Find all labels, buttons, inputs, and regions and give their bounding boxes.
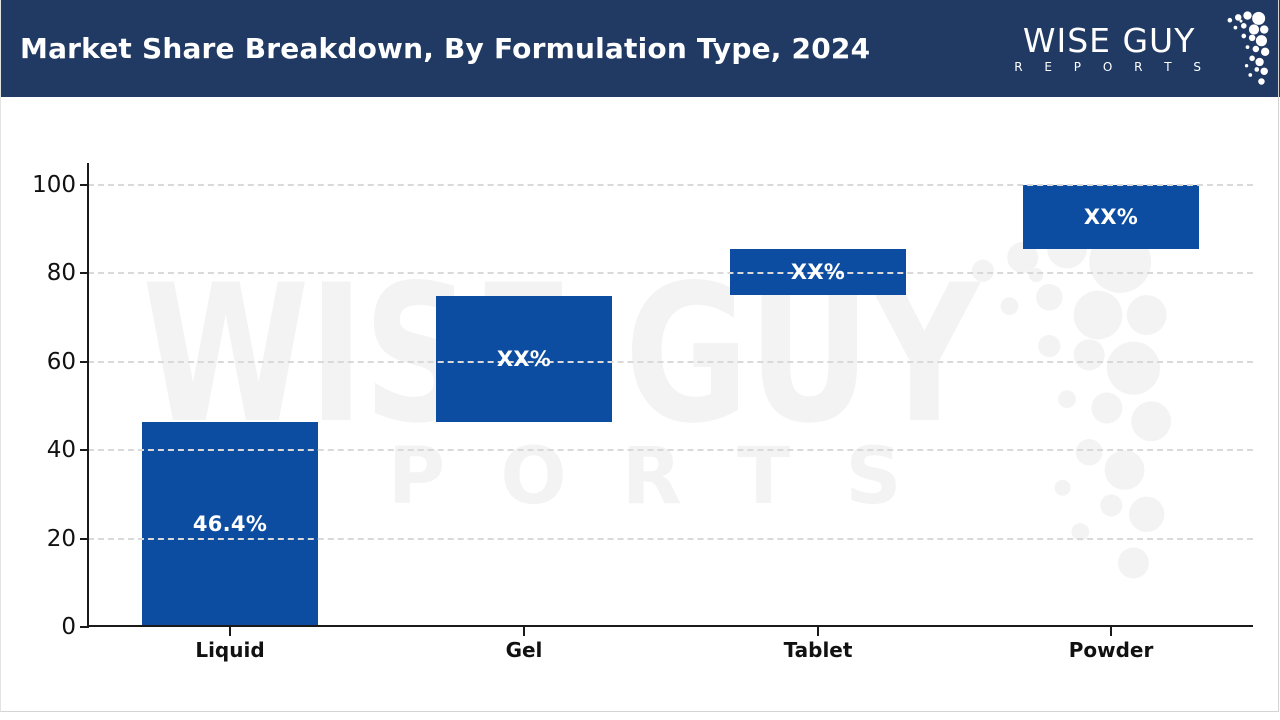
x-category-label: Liquid xyxy=(195,638,265,662)
y-tick-label: 40 xyxy=(46,437,76,464)
y-tick xyxy=(80,626,88,628)
wiseguy-logo-text: WISE GUY R E P O R T S xyxy=(1008,24,1210,74)
y-tick xyxy=(80,272,88,275)
x-tick xyxy=(229,627,231,636)
y-tick xyxy=(80,449,88,452)
x-tick xyxy=(1110,627,1112,636)
gridline xyxy=(88,272,1253,275)
y-tick xyxy=(80,184,88,186)
gridline xyxy=(88,537,1253,540)
bar-value-label: XX% xyxy=(496,346,552,371)
y-tick-label: 0 xyxy=(61,614,76,640)
bar-value-label: 46.4% xyxy=(192,512,268,537)
y-tick-label: 80 xyxy=(46,260,76,287)
gridline xyxy=(88,184,1253,186)
dotted-head-icon xyxy=(1227,11,1270,85)
logo-subtitle: R E P O R T S xyxy=(1014,59,1210,74)
gridline xyxy=(88,449,1253,452)
bar xyxy=(730,248,906,296)
bar-value-label: XX% xyxy=(790,260,846,285)
bar xyxy=(142,421,318,627)
x-category-label: Tablet xyxy=(783,638,853,662)
logo-wordmark: WISE GUY xyxy=(1022,21,1196,61)
x-tick xyxy=(817,627,819,636)
bar xyxy=(436,295,612,422)
y-tick-label: 100 xyxy=(32,172,76,198)
y-axis-line xyxy=(87,163,89,628)
x-tick xyxy=(523,627,525,636)
bar-value-label: XX% xyxy=(1083,204,1139,229)
x-category-label: Gel xyxy=(505,638,543,662)
y-tick xyxy=(80,360,88,363)
x-axis-line xyxy=(87,625,1253,627)
header-bar: Market Share Breakdown, By Formulation T… xyxy=(0,0,1280,97)
page-title: Market Share Breakdown, By Formulation T… xyxy=(20,32,871,65)
gridline xyxy=(88,360,1253,363)
wiseguy-logo: WISE GUY R E P O R T S xyxy=(1010,6,1270,92)
y-tick xyxy=(80,537,88,540)
x-category-label: Powder xyxy=(1068,638,1154,662)
y-tick-label: 60 xyxy=(46,348,76,375)
y-tick-label: 20 xyxy=(46,525,76,552)
